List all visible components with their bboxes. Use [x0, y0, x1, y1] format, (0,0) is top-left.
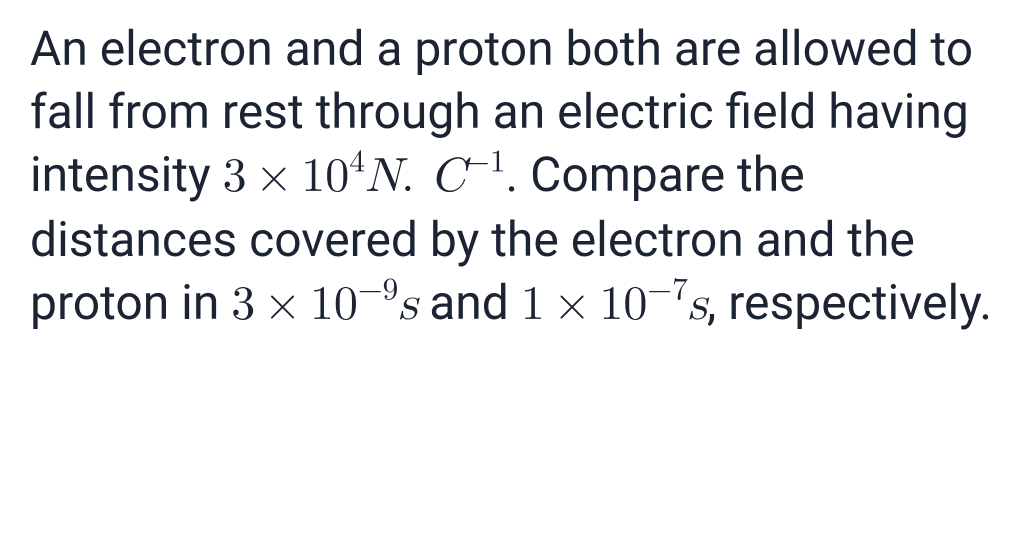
text-segment-5: respectively. [728, 274, 992, 331]
expr-field-intensity: 3×104N. C−1 [223, 153, 506, 201]
text-segment-4: , [707, 274, 728, 331]
physics-problem-text: An electron and a proton both are allowe… [0, 0, 1024, 354]
expr-time-proton: 1×10−7s [521, 281, 707, 329]
text-segment-3: and [417, 274, 521, 331]
expr-time-electron: 3×10−9s [231, 281, 417, 329]
